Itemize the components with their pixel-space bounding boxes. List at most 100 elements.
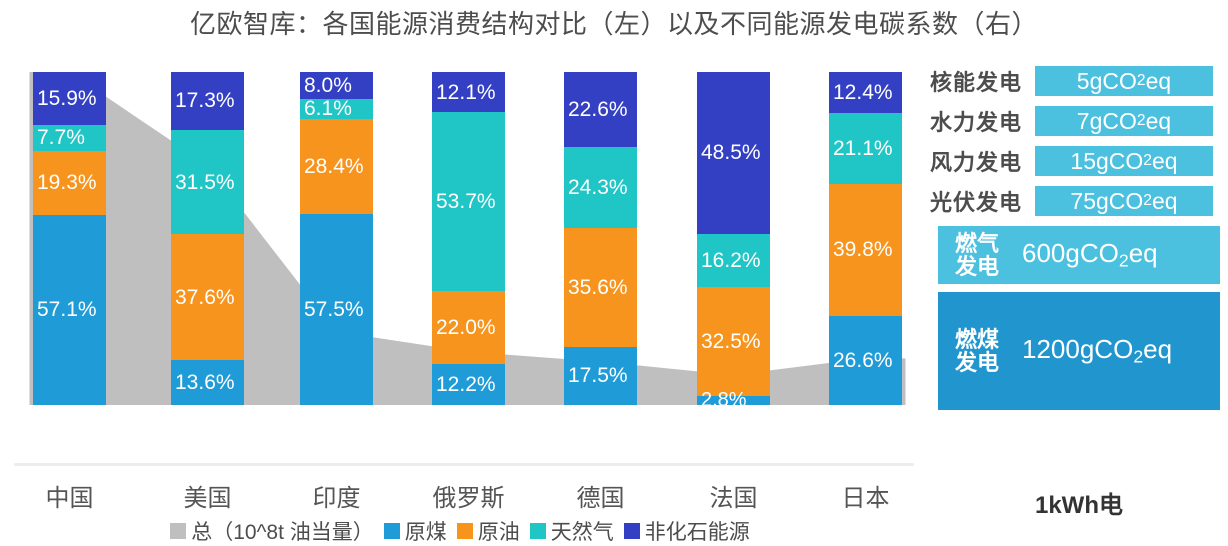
segment-value-label: 57.5% bbox=[304, 297, 364, 321]
infographic-root: 亿欧智库：各国能源消费结构对比（左）以及不同能源发电碳系数（右） 15.9% 7.… bbox=[0, 9, 1228, 544]
legend-label: 总（10^8t 油当量） bbox=[191, 521, 374, 544]
segment-value-label: 22.6% bbox=[568, 98, 628, 122]
carbon-value-text: 7gCO bbox=[1076, 107, 1137, 134]
segment-value-label: 21.1% bbox=[833, 136, 893, 160]
stacked-bar: 12.4% 21.1% 39.8% 26.6% bbox=[829, 72, 902, 405]
segment-value-label: 17.3% bbox=[175, 89, 235, 113]
legend-swatch-icon bbox=[456, 523, 473, 539]
segment-value-label: 28.4% bbox=[304, 154, 364, 178]
carbon-row-label: 水力发电 bbox=[930, 110, 1023, 135]
gas-power-label: 燃气 发电 bbox=[954, 230, 999, 279]
legend-item[interactable]: 非化石能源 bbox=[623, 516, 760, 546]
segment-value-label: 13.6% bbox=[175, 370, 235, 394]
stacked-bar: 12.1% 53.7% 22.0% 12.2% bbox=[432, 72, 505, 405]
carbon-row-bar: 75gCO 2 eq bbox=[1035, 186, 1213, 216]
legend-item[interactable]: 总（10^8t 油当量） bbox=[170, 516, 384, 546]
segment-value-label: 57.1% bbox=[37, 298, 97, 322]
country-label: 法国 bbox=[709, 485, 758, 512]
bar-segment: 57.1% bbox=[33, 214, 106, 405]
bar-segment: 8.0% bbox=[300, 72, 373, 99]
stacked-bar: 15.9% 7.7% 19.3% 57.1% bbox=[33, 72, 106, 405]
carbon-value-text: 15gCO bbox=[1070, 147, 1144, 174]
segment-value-label: 19.3% bbox=[37, 171, 97, 195]
segment-value-label: 35.6% bbox=[568, 275, 628, 299]
carbon-row-label: 光伏发电 bbox=[930, 190, 1023, 215]
bar-segment: 16.2% bbox=[697, 233, 770, 288]
segment-value-label: 2.8% bbox=[701, 389, 747, 412]
bar-segment: 7.7% bbox=[33, 124, 106, 151]
segment-value-label: 6.1% bbox=[304, 97, 352, 121]
bar-segment: 13.6% bbox=[171, 359, 244, 405]
segment-value-label: 48.5% bbox=[701, 141, 761, 165]
segment-value-label: 22.0% bbox=[436, 316, 496, 340]
gas-power-value: 600gCO2eq bbox=[1022, 238, 1158, 271]
carbon-row: 光伏发电 75gCO 2 eq bbox=[930, 186, 1213, 216]
bar-segment: 48.5% bbox=[697, 72, 770, 234]
segment-value-label: 17.5% bbox=[568, 364, 628, 388]
coal-power-value: 1200gCO2eq bbox=[1022, 334, 1173, 367]
carbon-coefficient-panel: 核能发电 5gCO 2 eq 水力发电 7gCO 2 eq 风力发电 15gCO 2 eq 光伏发电 75… bbox=[930, 58, 1228, 519]
segment-value-label: 26.6% bbox=[833, 348, 893, 372]
stacked-bar: 8.0% 6.1% 28.4% 57.5% bbox=[300, 72, 373, 405]
bar-segment: 31.5% bbox=[171, 129, 244, 235]
bar-segment: 26.6% bbox=[829, 316, 902, 405]
country-label: 美国 bbox=[183, 485, 232, 512]
bar-segment: 12.4% bbox=[829, 72, 902, 114]
bar-segment: 2.8% bbox=[697, 390, 770, 410]
bar-segment: 19.3% bbox=[33, 150, 106, 215]
segment-value-label: 12.1% bbox=[436, 80, 496, 104]
chart-baseline bbox=[14, 463, 914, 466]
chart-legend: 总（10^8t 油当量） 原煤 原油 天然气 非化石能源 bbox=[0, 516, 930, 546]
country-label: 印度 bbox=[312, 485, 361, 512]
legend-swatch-icon bbox=[383, 523, 400, 539]
legend-label: 非化石能源 bbox=[644, 521, 750, 544]
bar-segment: 53.7% bbox=[432, 112, 505, 292]
bar-segment: 24.3% bbox=[564, 147, 637, 229]
total-energy-area-series bbox=[29, 72, 906, 405]
legend-swatch-icon bbox=[623, 523, 640, 539]
bar-segment: 17.3% bbox=[171, 72, 244, 130]
gas-power-row: 燃气 发电 600gCO2eq bbox=[938, 226, 1220, 284]
segment-value-label: 39.8% bbox=[833, 238, 893, 262]
country-label: 日本 bbox=[841, 485, 890, 512]
bar-segment: 37.6% bbox=[171, 234, 244, 360]
segment-value-label: 31.5% bbox=[175, 170, 235, 194]
segment-value-label: 12.4% bbox=[833, 81, 893, 105]
carbon-row: 风力发电 15gCO 2 eq bbox=[930, 146, 1213, 176]
legend-item[interactable]: 原油 bbox=[456, 516, 530, 546]
carbon-value-text: 5gCO bbox=[1076, 67, 1137, 94]
segment-value-label: 12.2% bbox=[436, 373, 496, 397]
carbon-value-text: 75gCO bbox=[1070, 187, 1144, 214]
segment-value-label: 7.7% bbox=[37, 126, 85, 150]
unit-footnote: 1kWh电 bbox=[1034, 492, 1123, 519]
bar-segment: 12.1% bbox=[432, 72, 505, 113]
stacked-bars-container: 15.9% 7.7% 19.3% 57.1% 17.3% 31.5% 37.6% 13.6% 8… bbox=[0, 58, 930, 410]
coal-power-row: 燃煤 发电 1200gCO2eq bbox=[938, 292, 1220, 410]
carbon-row-bar: 7gCO 2 eq bbox=[1035, 106, 1213, 136]
country-label: 中国 bbox=[45, 485, 94, 512]
bar-segment: 21.1% bbox=[829, 113, 902, 184]
legend-swatch-icon bbox=[529, 523, 546, 539]
carbon-row-label: 核能发电 bbox=[930, 70, 1023, 95]
segment-value-label: 8.0% bbox=[304, 73, 352, 97]
bar-segment: 28.4% bbox=[300, 118, 373, 214]
stacked-bar: 22.6% 24.3% 35.6% 17.5% bbox=[564, 72, 637, 405]
stacked-bar: 17.3% 31.5% 37.6% 13.6% bbox=[171, 72, 244, 405]
country-label: 德国 bbox=[576, 485, 625, 512]
stacked-bar: 48.5% 16.2% 32.5% 2.8% bbox=[697, 72, 770, 410]
segment-value-label: 16.2% bbox=[701, 248, 761, 272]
bar-segment: 12.2% bbox=[432, 364, 505, 405]
carbon-row-bar: 5gCO 2 eq bbox=[1035, 66, 1213, 96]
legend-item[interactable]: 原煤 bbox=[383, 516, 457, 546]
carbon-row: 核能发电 5gCO 2 eq bbox=[930, 66, 1213, 96]
legend-item[interactable]: 天然气 bbox=[529, 516, 624, 546]
legend-swatch-icon bbox=[170, 523, 187, 539]
energy-mix-chart: 15.9% 7.7% 19.3% 57.1% 17.3% 31.5% 37.6% 13.6% 8… bbox=[0, 58, 930, 544]
bar-segment: 15.9% bbox=[33, 72, 106, 125]
bar-segment: 39.8% bbox=[829, 183, 902, 317]
bar-segment: 17.5% bbox=[564, 346, 637, 405]
carbon-row-label: 风力发电 bbox=[930, 150, 1023, 175]
legend-label: 原煤 bbox=[404, 521, 447, 544]
segment-value-label: 53.7% bbox=[436, 190, 496, 214]
segment-value-label: 24.3% bbox=[568, 176, 628, 200]
